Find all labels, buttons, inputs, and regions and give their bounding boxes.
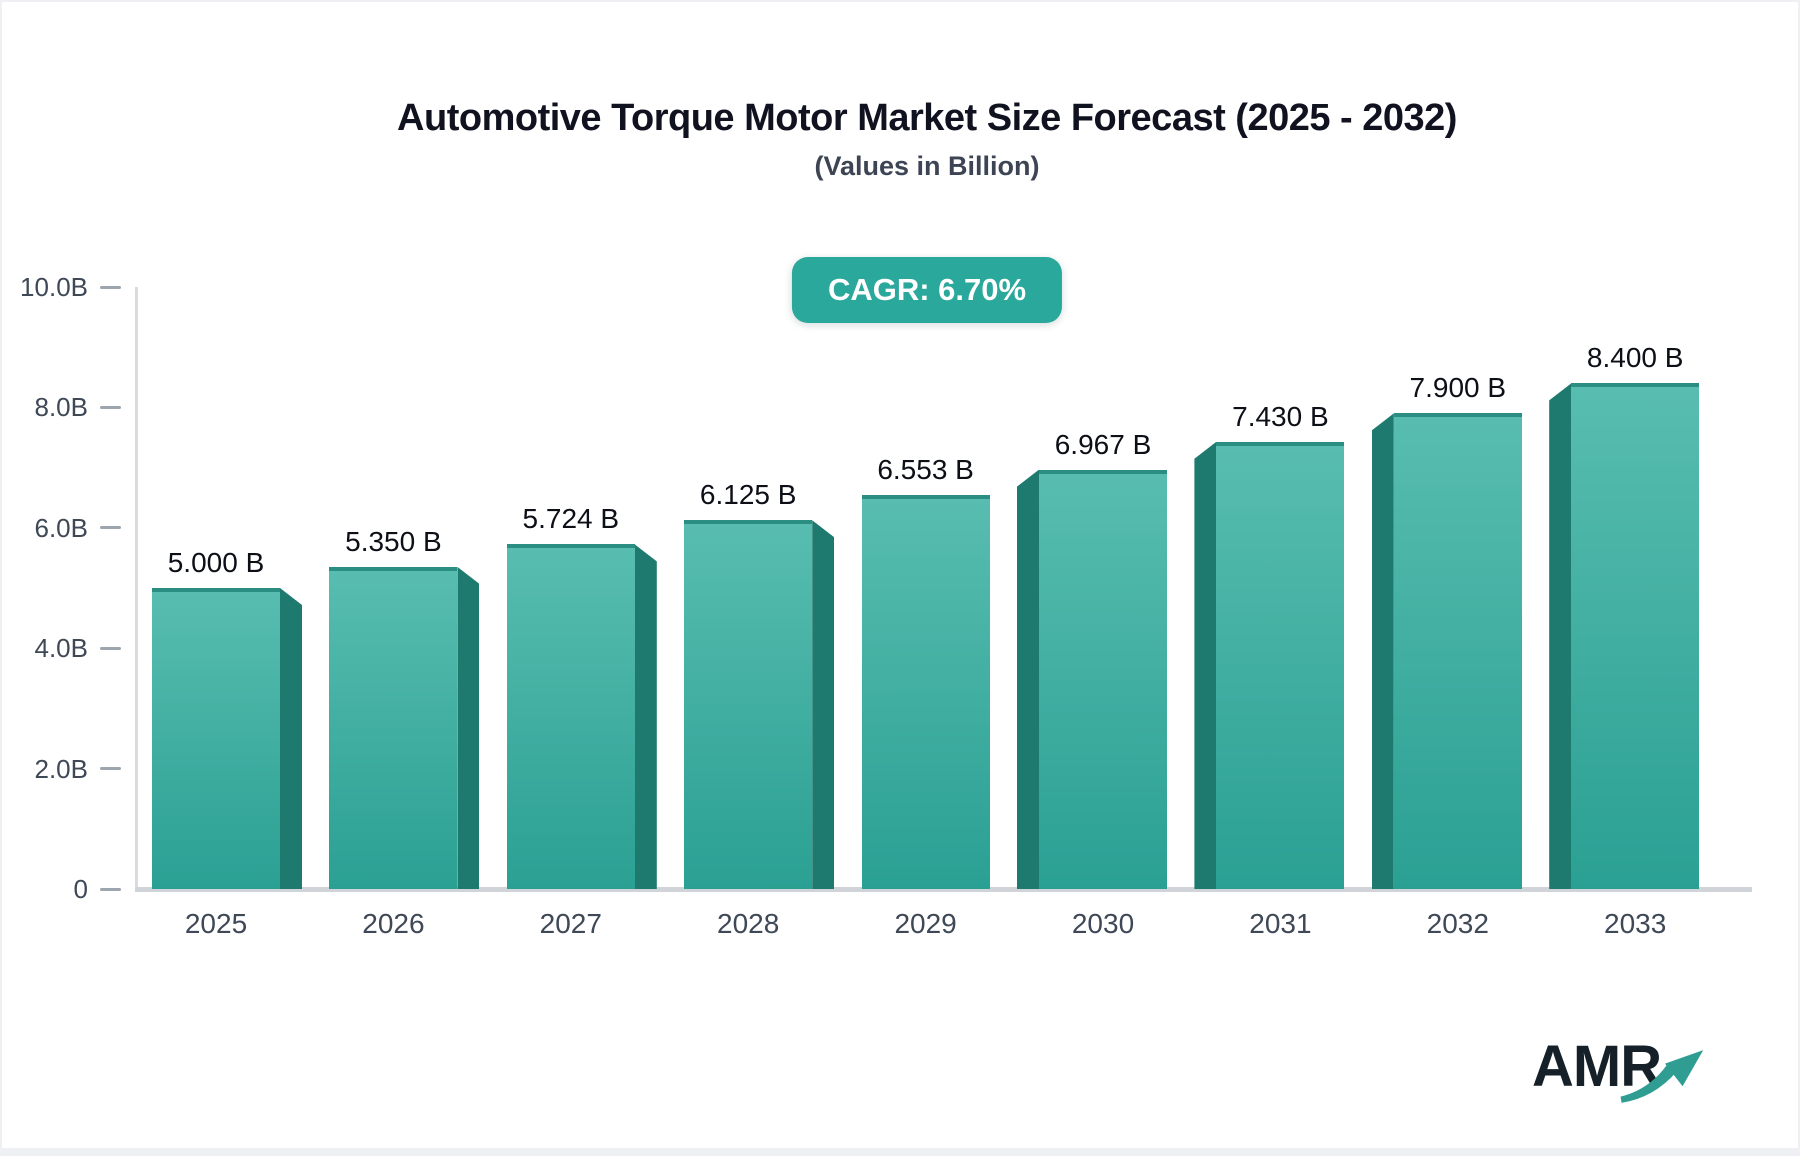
y-axis-label: 6.0B <box>34 512 89 543</box>
y-axis-tick <box>100 767 121 771</box>
bar <box>329 566 458 889</box>
bar <box>1571 383 1700 889</box>
y-axis-label: 2.0B <box>34 753 89 784</box>
x-axis-label: 2033 <box>1604 908 1667 939</box>
bar <box>1216 441 1345 889</box>
bar-3d-side <box>634 544 657 889</box>
trend-up-arrow-icon <box>1620 1050 1704 1103</box>
x-axis-label: 2032 <box>1426 908 1489 939</box>
bar-value-label: 5.724 B <box>522 503 620 535</box>
bar-3d-side <box>1549 383 1572 889</box>
bar-3d-side <box>280 588 302 889</box>
bar <box>684 520 813 889</box>
y-axis-tick <box>100 526 121 530</box>
x-axis-label: 2027 <box>539 908 602 939</box>
y-axis-line <box>135 287 138 889</box>
amr-logo: AMR <box>1532 1032 1762 1122</box>
bar <box>152 588 280 889</box>
x-axis-label: 2028 <box>717 908 780 939</box>
bar-value-label: 6.967 B <box>1054 428 1152 460</box>
bar-value-label: 7.900 B <box>1409 372 1507 404</box>
y-axis-tick <box>100 646 121 650</box>
x-axis-label: 2025 <box>184 908 248 939</box>
bar-value-label: 5.350 B <box>345 525 442 557</box>
y-axis-tick <box>100 405 121 409</box>
y-axis-tick <box>100 887 121 891</box>
x-axis-label: 2029 <box>894 908 957 939</box>
bar <box>861 494 990 889</box>
bar-value-label: 8.400 B <box>1586 342 1684 374</box>
bar <box>1039 469 1167 889</box>
bar-3d-side <box>1017 469 1039 889</box>
bar-3d-side <box>457 566 480 889</box>
x-axis-baseline <box>135 887 1752 892</box>
bar-value-label: 7.430 B <box>1232 400 1329 432</box>
amr-logo-text: AMR <box>1532 1034 1662 1099</box>
x-axis-label: 2026 <box>362 908 425 939</box>
cagr-badge: CAGR: 6.70% <box>791 257 1063 323</box>
bar-value-label: 6.553 B <box>877 453 974 485</box>
bar-3d-side <box>1371 413 1394 889</box>
x-axis-label: 2030 <box>1071 908 1135 939</box>
y-axis-tick <box>100 285 121 289</box>
bar-value-label: 5.000 B <box>167 547 265 578</box>
y-axis-label: 4.0B <box>34 633 89 664</box>
bar-3d-side <box>812 520 835 889</box>
bar-3d-side <box>1194 441 1217 889</box>
y-axis-label: 8.0B <box>34 392 89 423</box>
bar <box>1393 413 1522 889</box>
bar <box>506 544 635 889</box>
bar-value-label: 6.125 B <box>699 479 797 511</box>
chart-subtitle: (Values in Billion) <box>814 151 1040 181</box>
chart-title: Automotive Torque Motor Market Size Fore… <box>397 97 1457 139</box>
y-axis-label: 0 <box>73 874 88 904</box>
x-axis-label: 2031 <box>1249 908 1312 939</box>
y-axis-label: 10.0B <box>20 272 88 302</box>
